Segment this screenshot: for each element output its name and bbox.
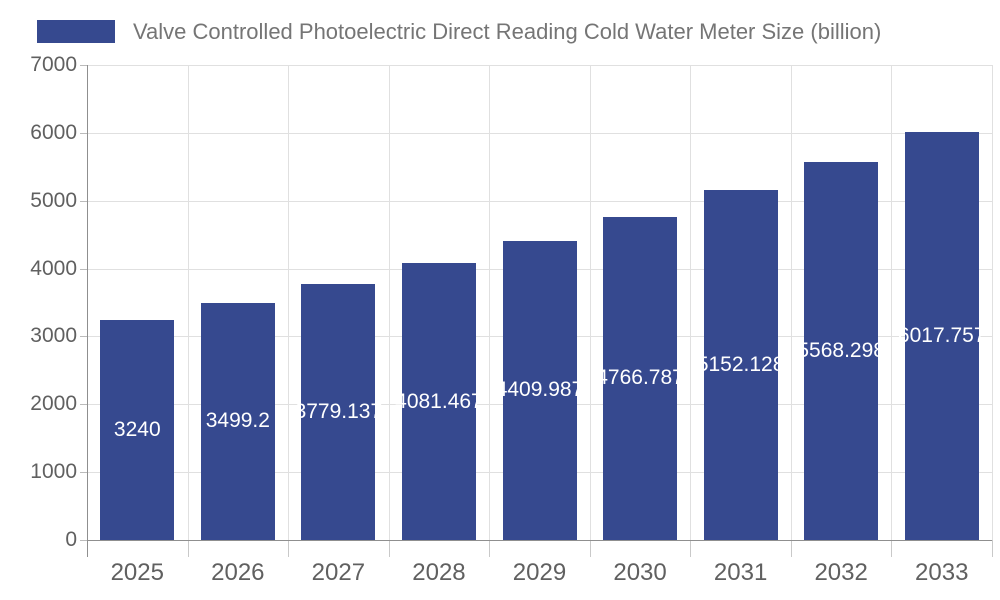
y-tick-label: 3000 xyxy=(30,324,77,348)
x-tick-mark xyxy=(891,540,893,557)
x-tick-label: 2026 xyxy=(211,559,265,586)
bar-value-label: 6017.757 xyxy=(897,323,986,347)
x-gridline xyxy=(690,65,692,540)
y-tick-label: 2000 xyxy=(30,392,77,416)
bar-value-label: 4766.787 xyxy=(596,366,684,390)
x-tick-label: 2033 xyxy=(915,559,969,586)
x-tick-label: 2032 xyxy=(814,559,868,586)
x-gridline xyxy=(288,65,290,540)
bar xyxy=(703,190,778,540)
bar xyxy=(401,263,476,540)
chart-title: Valve Controlled Photoelectric Direct Re… xyxy=(133,18,882,44)
y-gridline xyxy=(87,65,992,66)
bar-value-label: 4409.987 xyxy=(495,378,584,402)
x-tick-label: 2030 xyxy=(613,559,667,586)
y-tick-mark xyxy=(80,472,87,474)
y-tick-label: 7000 xyxy=(30,53,77,76)
bar-value-label: 5568.298 xyxy=(797,339,885,363)
x-tick-mark xyxy=(388,540,390,557)
x-tick-label: 2029 xyxy=(512,559,567,586)
y-tick-mark xyxy=(80,200,87,202)
y-tick-mark xyxy=(80,65,87,66)
bar xyxy=(502,240,577,540)
bar-value-label: 4081.467 xyxy=(395,389,483,413)
y-gridline xyxy=(87,200,992,202)
x-gridline xyxy=(589,65,591,540)
x-gridline xyxy=(891,65,893,540)
x-tick-mark xyxy=(589,540,591,557)
x-tick-mark xyxy=(288,540,290,557)
x-tick-label: 2025 xyxy=(110,559,164,586)
x-gridline xyxy=(992,65,993,540)
y-tick-label: 1000 xyxy=(30,460,77,484)
bar-value-label: 3499.2 xyxy=(205,409,270,433)
y-tick-label: 6000 xyxy=(30,120,77,144)
y-tick-label: 4000 xyxy=(30,256,77,280)
y-tick-label: 5000 xyxy=(30,188,77,212)
x-tick-label: 2027 xyxy=(311,559,366,586)
bar-value-label: 3240 xyxy=(113,418,161,442)
bar xyxy=(603,216,678,540)
y-tick-mark xyxy=(80,268,87,270)
y-tick-label: 0 xyxy=(65,528,77,551)
x-gridline xyxy=(187,65,189,540)
x-gridline xyxy=(388,65,390,540)
bar-value-label: 3779.137 xyxy=(294,399,383,423)
y-tick-mark xyxy=(80,132,87,134)
y-tick-mark xyxy=(80,336,87,338)
x-tick-mark xyxy=(790,540,792,557)
y-tick-mark xyxy=(80,404,87,406)
bar-value-label: 5152.128 xyxy=(696,353,785,377)
x-axis-line xyxy=(87,540,992,541)
x-tick-mark xyxy=(992,540,993,557)
bar xyxy=(804,162,879,540)
bar xyxy=(301,283,376,540)
legend-swatch xyxy=(37,20,115,43)
x-gridline xyxy=(790,65,792,540)
x-tick-label: 2031 xyxy=(713,559,768,586)
x-gridline xyxy=(489,65,491,540)
bar xyxy=(100,320,175,540)
y-gridline xyxy=(87,132,992,134)
x-tick-mark xyxy=(690,540,692,557)
bar xyxy=(904,131,979,540)
y-tick-mark xyxy=(80,540,87,541)
x-tick-mark xyxy=(489,540,491,557)
x-tick-label: 2028 xyxy=(412,559,466,586)
bar xyxy=(200,302,275,540)
chart-legend: Valve Controlled Photoelectric Direct Re… xyxy=(37,18,882,44)
x-tick-mark xyxy=(187,540,189,557)
y-axis-line xyxy=(87,65,88,557)
